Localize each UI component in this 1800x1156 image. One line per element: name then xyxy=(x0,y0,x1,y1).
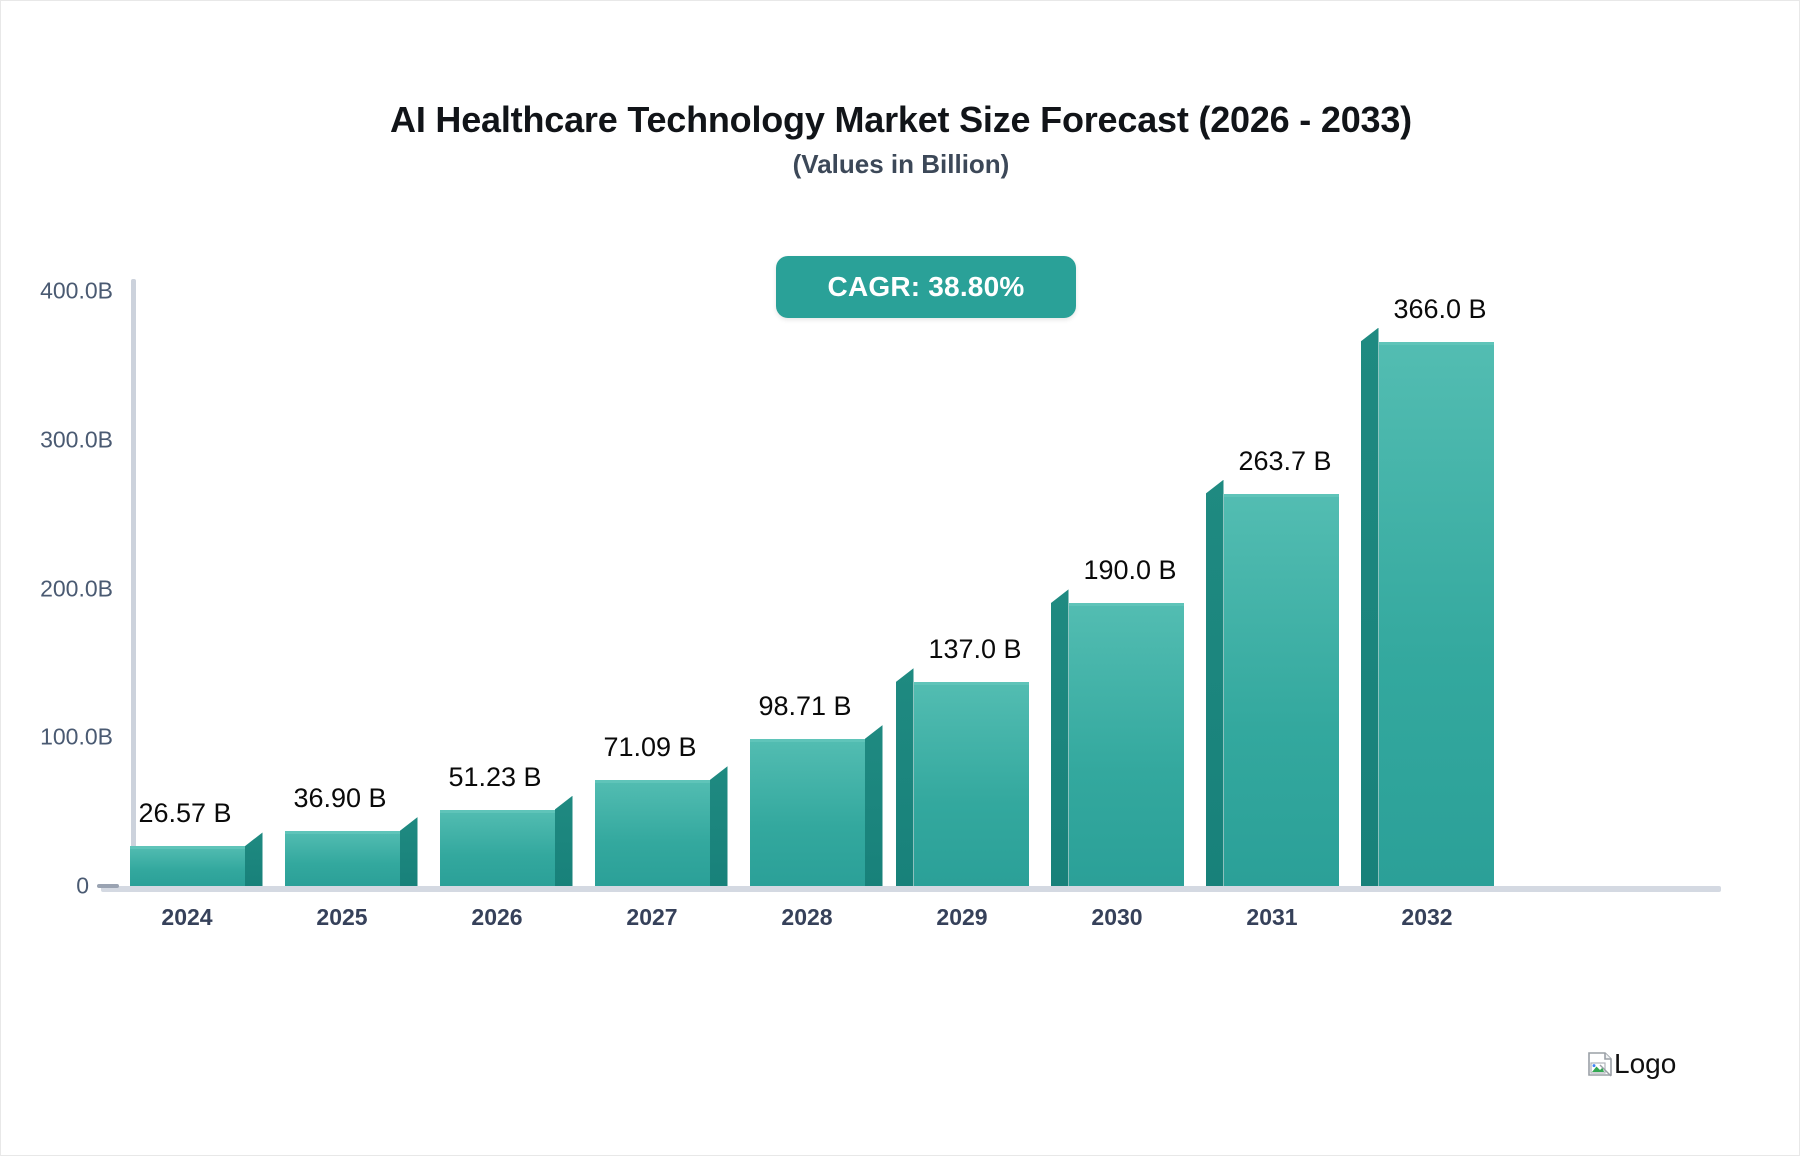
bar-top-edge xyxy=(284,831,400,835)
bar-side-face xyxy=(1205,479,1224,886)
bar-front-face xyxy=(129,846,245,886)
x-tick-label-2028: 2028 xyxy=(781,904,833,930)
y-tick-label: 200.0B xyxy=(40,575,113,601)
bar-side-face xyxy=(709,766,728,886)
bar-top-edge xyxy=(1378,341,1494,345)
bar-side-face xyxy=(554,795,573,886)
bar-value-label: 137.0 B xyxy=(928,634,1022,665)
y-tick-label: 400.0B xyxy=(40,277,113,304)
bar-front-face xyxy=(284,831,400,886)
bar-top-edge xyxy=(913,682,1029,686)
bar-side-face xyxy=(895,668,914,886)
bar-side-face xyxy=(399,817,418,886)
chart-subtitle: (Values in Billion) xyxy=(792,149,1010,179)
bar-value-label: 71.09 B xyxy=(603,732,697,763)
bar-front-face xyxy=(749,739,865,886)
bar-side-face xyxy=(1360,327,1379,886)
bar-front-face xyxy=(1223,493,1339,886)
bar-front-face xyxy=(439,809,555,886)
bar-top-edge xyxy=(129,846,245,850)
logo-alt-text: Logo xyxy=(1614,1048,1677,1079)
bar-top-edge xyxy=(1068,603,1184,607)
y-tick-label-0: 0 xyxy=(76,872,89,899)
bar-top-edge xyxy=(749,739,865,743)
bar-value-label: 98.71 B xyxy=(758,691,852,722)
y-axis-line xyxy=(131,279,136,891)
bar-front-face xyxy=(1068,603,1184,886)
logo-placeholder: Logo xyxy=(1587,1047,1676,1081)
bar-front-face xyxy=(594,780,710,886)
x-tick-label-2030: 2030 xyxy=(1091,904,1143,930)
x-tick-label-2027: 2027 xyxy=(626,904,678,930)
y-tick-mark-0 xyxy=(97,884,119,888)
bar-side-face xyxy=(1050,589,1069,886)
x-tick-label-2024: 2024 xyxy=(161,904,213,930)
bar-top-edge xyxy=(439,809,555,813)
x-tick-label-2026: 2026 xyxy=(471,904,523,930)
y-tick-label: 100.0B xyxy=(40,723,113,750)
bar-top-edge xyxy=(1223,493,1339,497)
x-tick-label-2032: 2032 xyxy=(1401,904,1453,930)
x-tick-label-2025: 2025 xyxy=(316,904,368,930)
chart-title: AI Healthcare Technology Market Size For… xyxy=(390,99,1412,140)
broken-image-icon xyxy=(1587,1051,1613,1077)
bar-value-label: 190.0 B xyxy=(1083,555,1177,586)
x-tick-label-2029: 2029 xyxy=(936,904,988,930)
bar-value-label: 263.7 B xyxy=(1238,445,1332,476)
cagr-badge-label: CAGR: 38.80% xyxy=(827,271,1025,302)
y-tick-label: 300.0B xyxy=(40,426,113,453)
cagr-badge: CAGR: 38.80% xyxy=(776,256,1076,318)
bar-front-face xyxy=(1378,341,1494,886)
x-axis-line xyxy=(101,886,1721,892)
bar-side-face xyxy=(244,832,263,886)
x-tick-label-2031: 2031 xyxy=(1246,904,1298,930)
bar-front-face xyxy=(913,682,1029,886)
bar-value-label: 366.0 B xyxy=(1393,293,1487,324)
bar-side-face xyxy=(864,725,883,886)
bar-value-label: 26.57 B xyxy=(138,798,232,829)
bar-top-edge xyxy=(594,780,710,784)
bar-value-label: 36.90 B xyxy=(293,783,387,814)
bar-value-label: 51.23 B xyxy=(448,761,542,792)
